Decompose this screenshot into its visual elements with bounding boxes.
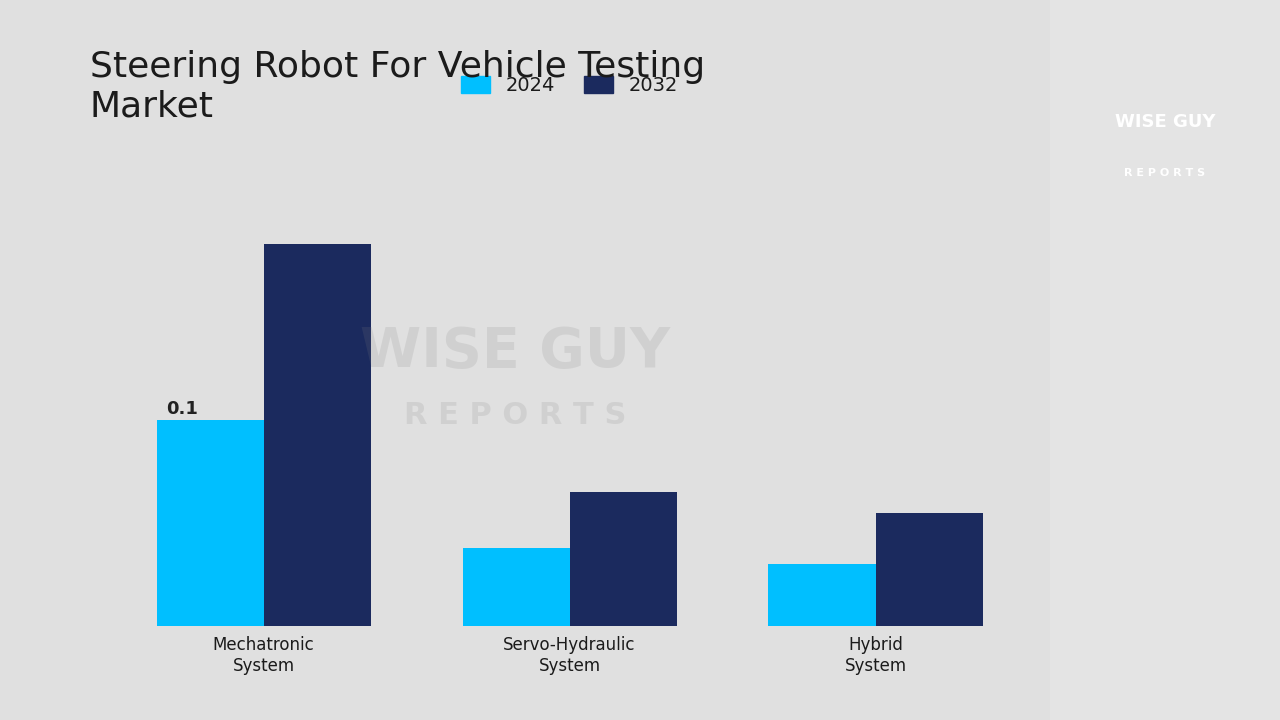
Text: WISE GUY: WISE GUY — [360, 325, 671, 379]
Bar — [264, 244, 371, 626]
Circle shape — [957, 0, 1280, 720]
Text: R E P O R T S: R E P O R T S — [1124, 168, 1206, 178]
Bar — [462, 548, 570, 626]
Text: WISE GUY: WISE GUY — [1115, 113, 1215, 131]
Text: R E P O R T S: R E P O R T S — [404, 401, 626, 431]
Bar — [768, 564, 876, 626]
Bar — [156, 420, 264, 626]
Legend: 2024, 2032: 2024, 2032 — [453, 68, 686, 103]
Bar — [876, 513, 983, 626]
Text: 0.1: 0.1 — [166, 400, 198, 418]
Text: Steering Robot For Vehicle Testing
Market: Steering Robot For Vehicle Testing Marke… — [90, 50, 705, 124]
Bar — [570, 492, 677, 626]
